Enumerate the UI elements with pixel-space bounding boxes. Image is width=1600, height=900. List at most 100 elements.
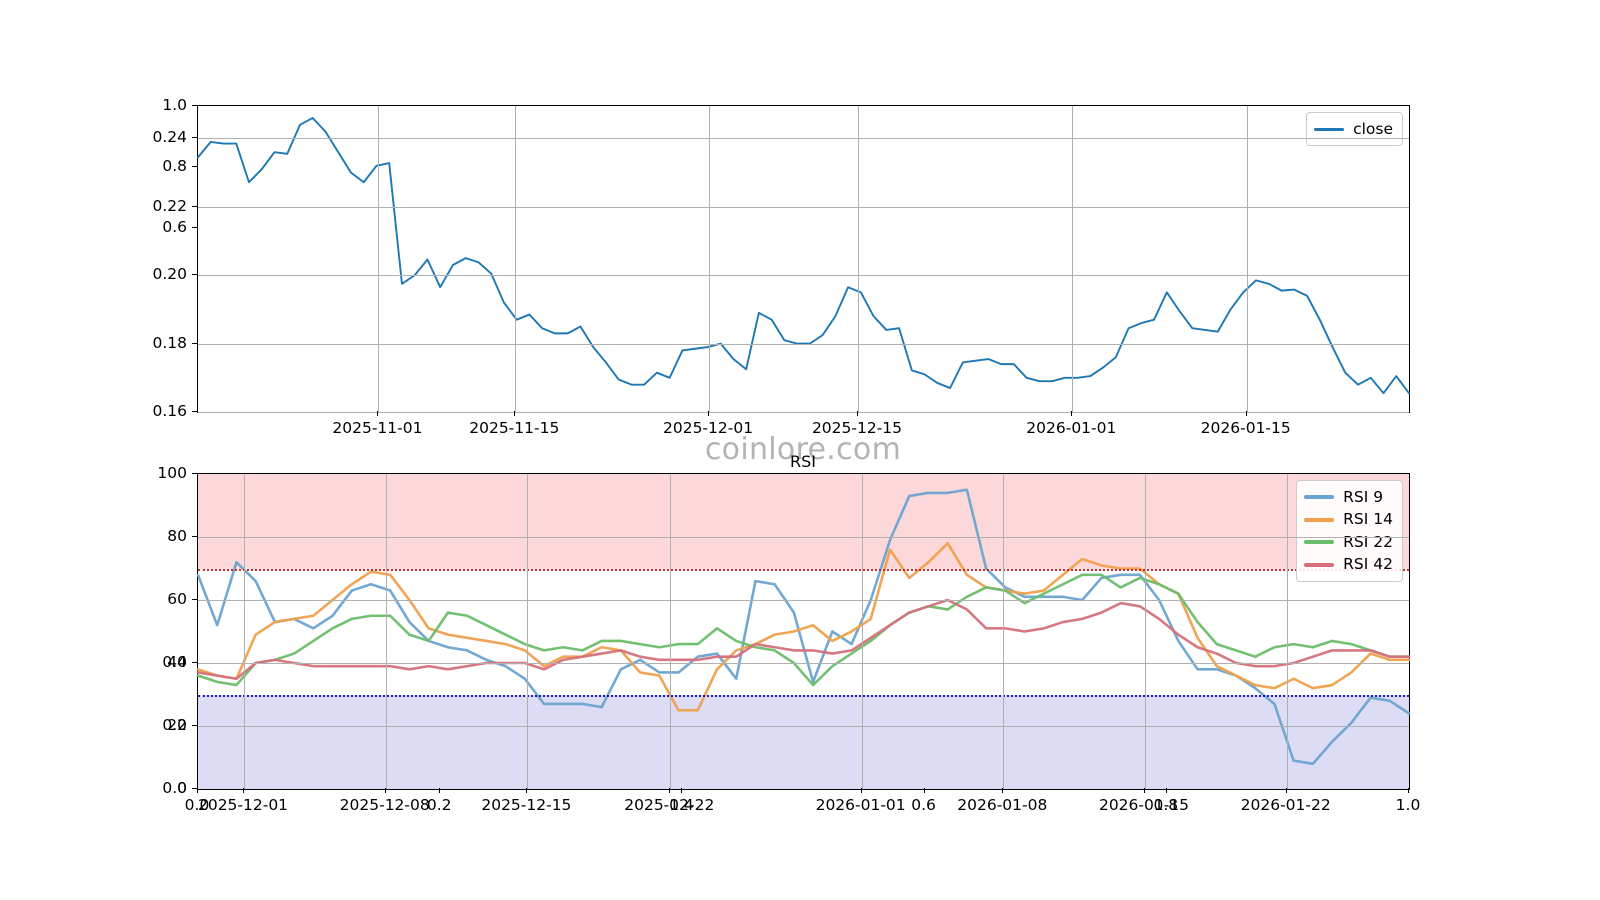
rsi-xtick-label: 2026-01-08 xyxy=(957,796,1048,814)
price-xtick-label: 2026-01-01 xyxy=(1026,419,1117,437)
price-gridline-h xyxy=(198,138,1409,140)
oversold-threshold-line xyxy=(198,694,1409,697)
legend-label: RSI 42 xyxy=(1343,555,1393,574)
legend-item[interactable]: RSI 14 xyxy=(1304,508,1393,530)
rsi-xtick-phantom-mark xyxy=(923,788,925,793)
price-ytick-phantom-mark xyxy=(192,166,197,168)
price-ytick-phantom-mark xyxy=(192,105,197,106)
price-ytick-label: 0.20 xyxy=(152,265,187,284)
rsi-gridline-v xyxy=(244,474,246,789)
price-xtick-mark xyxy=(856,411,858,416)
rsi-xtick-mark xyxy=(669,788,671,793)
rsi-xtick-label: 2025-12-15 xyxy=(481,796,572,814)
price-ytick-phantom-label: 1.0 xyxy=(162,96,187,114)
price-ytick-mark xyxy=(192,274,197,276)
rsi-xtick-mark xyxy=(860,788,862,793)
rsi-xtick-phantom-mark xyxy=(197,788,198,793)
price-xtick-label: 2025-12-15 xyxy=(811,419,903,437)
rsi-xtick-mark xyxy=(1002,788,1004,793)
rsi-gridline-v xyxy=(1286,474,1288,789)
rsi-xtick-label: 2026-01-22 xyxy=(1240,796,1331,814)
rsi-xtick-label: 2025-12-01 xyxy=(197,796,289,814)
price-xtick-label: 2025-11-01 xyxy=(332,419,423,437)
rsi-xtick-phantom-label: 0.2 xyxy=(426,796,452,814)
rsi-gridline-v xyxy=(385,474,387,789)
rsi-xtick-phantom-label: 0.0 xyxy=(184,796,210,814)
price-xtick-label: 2026-01-15 xyxy=(1200,419,1291,437)
price-gridline-h xyxy=(198,275,1409,277)
rsi-xtick-phantom-mark xyxy=(681,788,683,793)
legend-item[interactable]: RSI 42 xyxy=(1304,553,1393,575)
rsi-xtick-phantom-mark xyxy=(1408,788,1409,793)
price-ytick-mark xyxy=(192,342,197,344)
rsi-gridline-h xyxy=(198,600,1409,601)
price-ytick-label: 0.22 xyxy=(152,196,187,215)
rsi-ytick-phantom-mark xyxy=(192,662,197,663)
price-gridline-h xyxy=(198,206,1409,208)
rsi-ytick-label: 0 xyxy=(177,779,187,797)
legend-label: RSI 14 xyxy=(1343,510,1393,529)
rsi-xtick-phantom-label: 1.0 xyxy=(1395,796,1421,814)
legend-color-swatch xyxy=(1314,127,1345,131)
rsi-series-plot xyxy=(196,488,1411,766)
price-ytick-label: 0.16 xyxy=(152,402,187,420)
legend-color-swatch xyxy=(1304,562,1335,567)
price-ytick-mark xyxy=(192,137,197,139)
price-gridline-h xyxy=(198,412,1409,413)
rsi-ytick-phantom-label: 0.2 xyxy=(162,716,187,734)
rsi-ytick-mark xyxy=(192,599,197,600)
price-ytick-label: 0.24 xyxy=(152,128,187,147)
rsi-xtick-mark xyxy=(384,788,386,793)
rsi-xtick-phantom-label: 0.4 xyxy=(669,796,694,814)
rsi-xtick-mark xyxy=(1144,788,1145,793)
rsi-gridline-v xyxy=(861,474,863,789)
legend-color-swatch xyxy=(1304,540,1335,545)
rsi-xtick-phantom-label: 0.6 xyxy=(911,796,936,814)
rsi-ytick-phantom-label: 0.4 xyxy=(162,653,187,671)
rsi-chart-legend: RSI 9 RSI 14 RSI 22 RSI 42 xyxy=(1296,480,1403,582)
price-xtick-label: 2025-11-15 xyxy=(469,419,560,437)
close-series-plot xyxy=(197,117,1410,395)
legend-color-swatch xyxy=(1304,495,1335,500)
overbought-threshold-line xyxy=(198,568,1409,571)
legend-label: RSI 9 xyxy=(1343,488,1384,506)
rsi-gridline-v xyxy=(527,474,529,789)
rsi-xtick-label: 2026-01-15 xyxy=(1098,796,1190,814)
price-ytick-phantom-label: 0.8 xyxy=(162,157,187,176)
oversold-band xyxy=(198,694,1409,789)
price-xtick-mark xyxy=(708,411,710,416)
rsi-ytick-label: 20 xyxy=(167,716,187,734)
price-chart-legend: close xyxy=(1306,112,1403,147)
rsi-chart-axes: RSI 9 RSI 14 RSI 22 RSI 42 xyxy=(196,473,1411,790)
price-xtick-mark xyxy=(514,411,516,416)
price-gridline-v xyxy=(857,106,859,412)
price-gridline-v xyxy=(515,106,517,412)
rsi-gridline-h xyxy=(198,537,1409,538)
rsi-gridline-h xyxy=(198,663,1409,664)
rsi-gridline-h xyxy=(198,726,1409,727)
rsi-xtick-phantom-mark xyxy=(439,788,441,793)
legend-color-swatch xyxy=(1304,517,1335,522)
price-gridline-v xyxy=(1072,106,1074,412)
rsi-xtick-phantom-label: 0.8 xyxy=(1153,796,1179,814)
price-xtick-mark xyxy=(1245,411,1247,416)
rsi-gridline-v xyxy=(1003,474,1005,789)
rsi-xtick-mark xyxy=(243,788,245,793)
legend-item[interactable]: RSI 22 xyxy=(1304,531,1393,553)
rsi-xtick-label: 2026-01-01 xyxy=(815,796,906,814)
price-xtick-mark xyxy=(377,411,379,416)
price-gridline-v xyxy=(378,106,380,412)
rsi-gridline-v xyxy=(1145,474,1146,789)
rsi-ytick-phantom-mark xyxy=(192,725,197,726)
legend-item[interactable]: close xyxy=(1314,118,1393,140)
rsi-gridline-v xyxy=(670,474,672,789)
rsi-xtick-label: 2025-12-08 xyxy=(339,796,430,814)
price-ytick-mark xyxy=(192,411,197,412)
rsi-ytick-mark xyxy=(192,536,197,537)
price-xtick-label: 2025-12-01 xyxy=(662,419,754,437)
price-gridline-v xyxy=(709,106,711,412)
legend-label: close xyxy=(1353,120,1393,138)
legend-item[interactable]: RSI 9 xyxy=(1304,486,1393,508)
price-ytick-phantom-mark xyxy=(192,227,197,229)
legend-label: RSI 22 xyxy=(1343,532,1393,551)
